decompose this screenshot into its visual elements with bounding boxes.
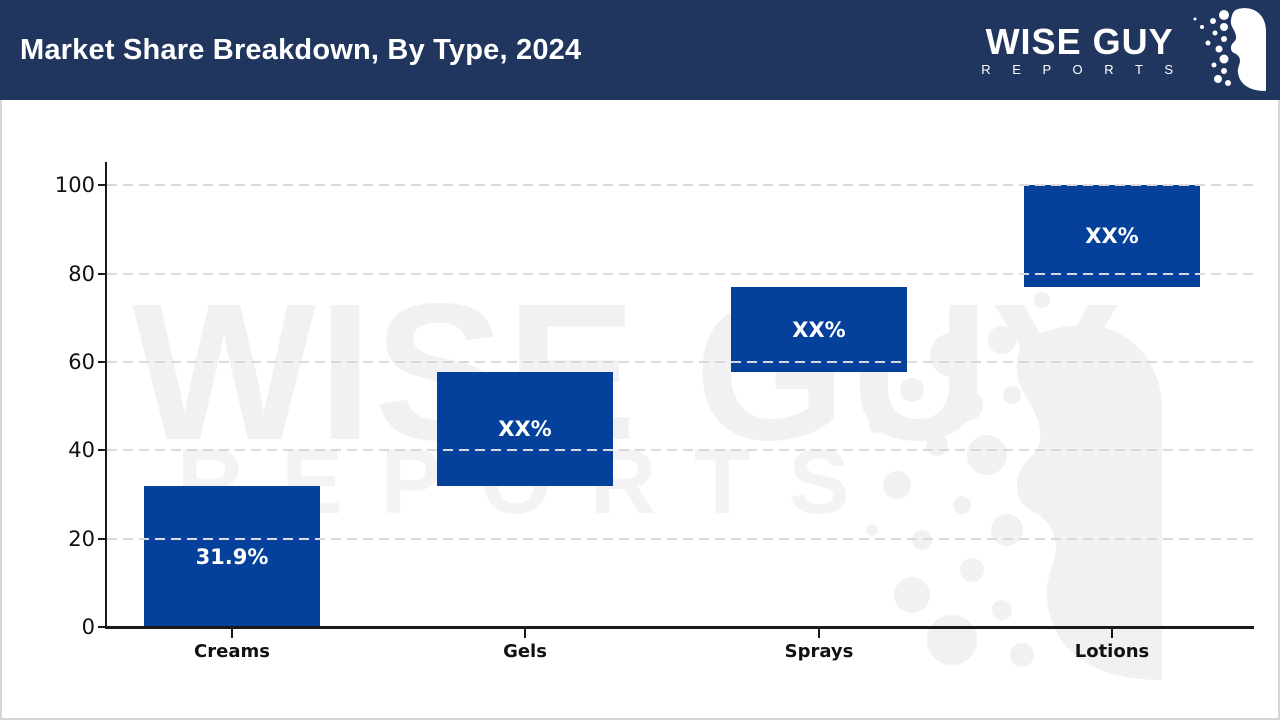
bar-creams — [144, 486, 320, 627]
bar-value-label: 31.9% — [195, 544, 269, 569]
y-axis-tick-mark — [98, 626, 107, 628]
wise-guy-face-icon — [1188, 5, 1266, 95]
category-label-gels: Gels — [503, 641, 547, 662]
y-axis-tick-label: 60 — [68, 349, 95, 374]
gridline-20 — [107, 537, 1254, 540]
y-axis-tick-mark — [98, 272, 107, 275]
brand-name: WISE GUY R E P O R T S — [977, 20, 1182, 77]
y-axis-tick-mark — [98, 449, 107, 452]
chart-title: Market Share Breakdown, By Type, 2024 — [20, 33, 582, 66]
y-axis-tick-mark — [98, 537, 107, 540]
bar-sprays — [731, 286, 907, 373]
x-axis-tick-mark — [231, 629, 233, 638]
x-axis-tick-mark — [1111, 629, 1113, 638]
x-axis-tick-mark — [524, 629, 526, 638]
brand-logo: WISE GUY R E P O R T S — [977, 0, 1266, 100]
y-axis-tick-label: 0 — [81, 615, 95, 639]
y-axis-tick-mark — [98, 184, 107, 187]
y-axis-tick-mark — [98, 360, 107, 363]
brand-name-line1: WISE GUY — [985, 20, 1174, 62]
x-axis-tick-mark — [818, 629, 820, 638]
category-label-lotions: Lotions — [1074, 641, 1150, 662]
y-axis-tick-label: 20 — [68, 526, 95, 551]
gridline-40 — [107, 449, 1254, 452]
header-bar: Market Share Breakdown, By Type, 2024 WI… — [0, 0, 1280, 100]
y-axis-tick-label: 100 — [54, 173, 95, 198]
watermark-face-icon — [802, 210, 1182, 684]
bar-value-label: XX% — [1085, 224, 1139, 249]
bar-gels — [437, 372, 613, 487]
gridline-60 — [107, 360, 1254, 363]
category-label-sprays: Sprays — [784, 641, 854, 662]
category-label-creams: Creams — [194, 641, 270, 662]
brand-name-line2: R E P O R T S — [981, 61, 1182, 77]
gridline-100 — [107, 184, 1254, 187]
x-axis-line — [105, 626, 1254, 629]
y-axis-tick-label: 40 — [68, 438, 95, 463]
bar-value-label: XX% — [792, 317, 846, 342]
bar-lotions — [1024, 185, 1200, 287]
bar-value-label: XX% — [498, 417, 552, 442]
gridline-80 — [107, 272, 1254, 275]
y-axis-tick-label: 80 — [68, 261, 95, 286]
y-axis-line — [105, 162, 107, 629]
